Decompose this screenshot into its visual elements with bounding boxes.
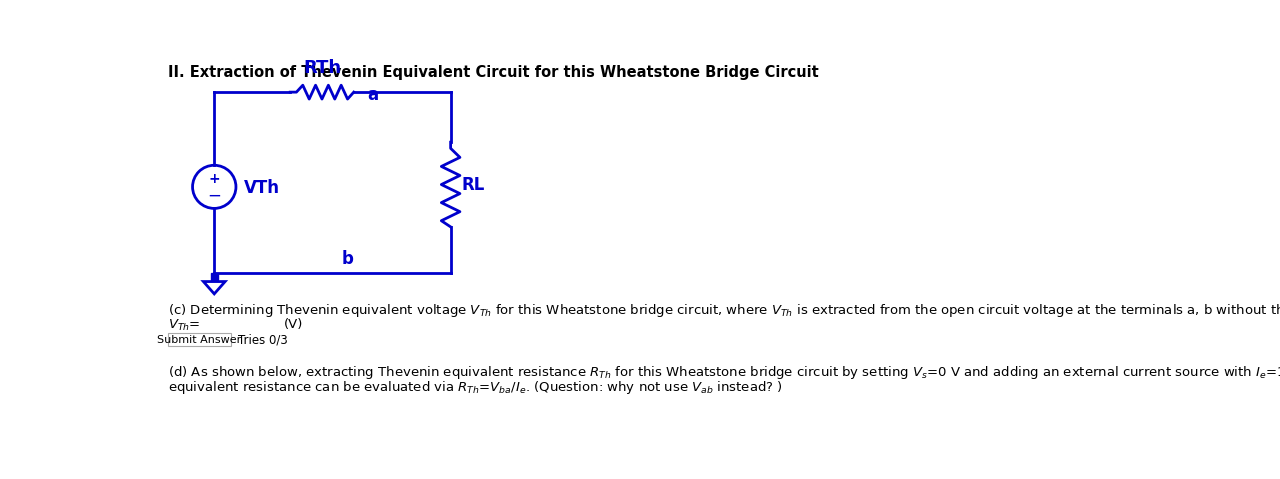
Text: (d) As shown below, extracting Thevenin equivalent resistance $R_{Th}$ for this : (d) As shown below, extracting Thevenin … <box>168 364 1280 381</box>
Text: +: + <box>209 172 220 186</box>
Text: a: a <box>367 86 379 104</box>
Text: $V_{Th}$=: $V_{Th}$= <box>168 318 201 333</box>
Text: RTh: RTh <box>303 59 340 77</box>
Text: II. Extraction of Thevenin Equivalent Circuit for this Wheatstone Bridge Circuit: II. Extraction of Thevenin Equivalent Ci… <box>168 65 818 80</box>
Bar <box>211 273 218 280</box>
Text: VTh: VTh <box>243 179 280 197</box>
Text: (c) Determining Thevenin equivalent voltage $V_{Th}$ for this Wheatstone bridge : (c) Determining Thevenin equivalent volt… <box>168 302 1280 319</box>
Text: RL: RL <box>462 175 485 194</box>
Text: equivalent resistance can be evaluated via $R_{Th}$=$V_{ba}$/$I_{e}$. (Question:: equivalent resistance can be evaluated v… <box>168 379 782 396</box>
Text: −: − <box>207 186 221 205</box>
Text: Submit Answer: Submit Answer <box>157 335 242 345</box>
Text: b: b <box>342 250 353 268</box>
Bar <box>168 333 232 346</box>
Text: (V): (V) <box>284 318 303 331</box>
Text: Tries 0/3: Tries 0/3 <box>238 333 287 346</box>
